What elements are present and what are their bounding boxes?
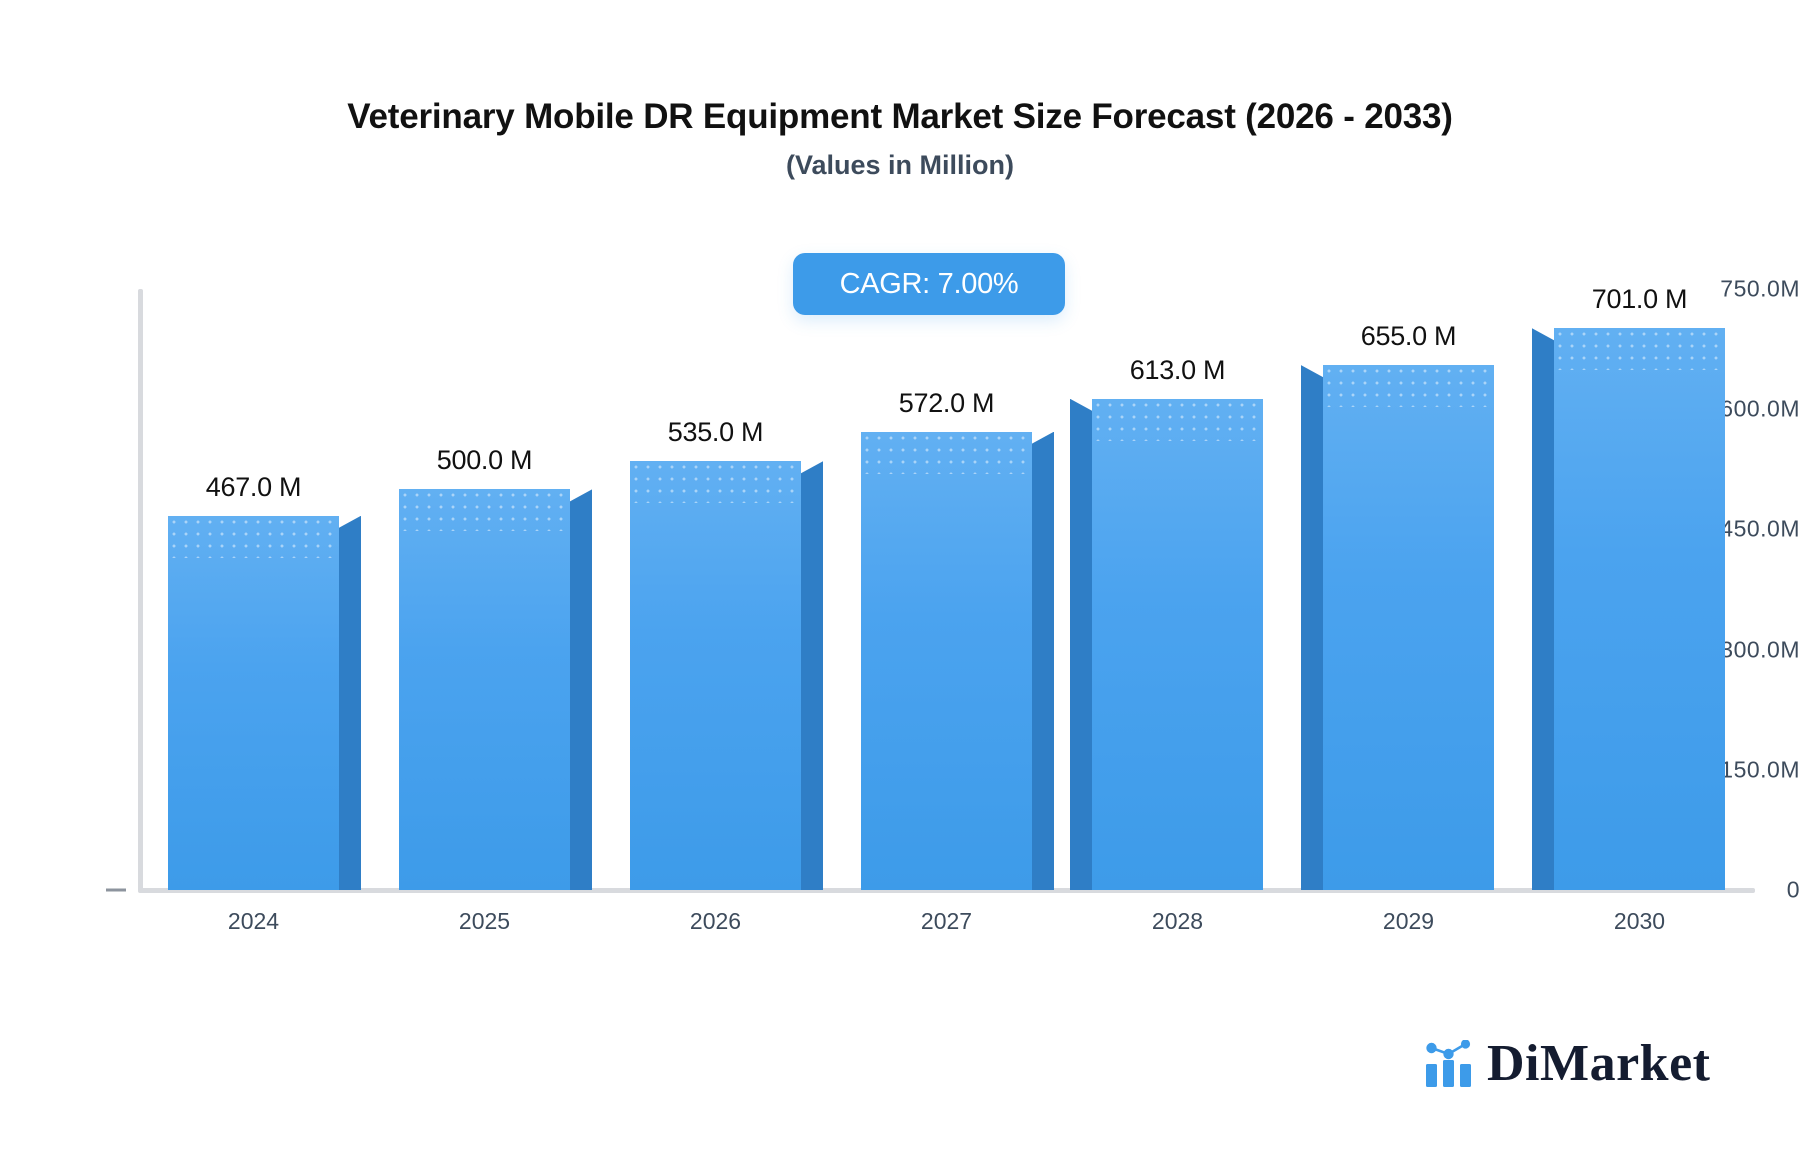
bar-chart-logo-icon (1426, 1040, 1471, 1087)
y-axis-tick-label: 0 (1786, 876, 1800, 903)
y-axis-line (138, 289, 143, 892)
bar-side-face (1032, 431, 1054, 890)
bar-front-face (861, 431, 1032, 890)
x-axis-tick-label: 2027 (920, 908, 973, 934)
bar-value-label: 572.0 M (898, 387, 995, 418)
cagr-badge: CAGR: 7.00% (793, 253, 1065, 315)
y-axis-zero-tick-mark (106, 888, 126, 892)
bar-value-label: 535.0 M (667, 417, 764, 448)
y-axis-tick-label: 150.0M (1720, 756, 1800, 783)
bar-side-face (1070, 398, 1092, 890)
bar-2029[interactable]: 655.0 M (1301, 321, 1494, 890)
x-axis-line (138, 888, 1755, 893)
bar-front-face (1554, 328, 1725, 890)
cagr-badge-label: CAGR: 7.00% (839, 267, 1019, 300)
bar-front-face (168, 515, 339, 890)
bar-front-face (399, 489, 570, 890)
bar-value-label: 613.0 M (1129, 354, 1226, 385)
bar-side-face (1532, 328, 1554, 890)
bar-value-label: 467.0 M (205, 471, 302, 502)
bar-2028[interactable]: 613.0 M (1070, 355, 1263, 890)
bar-side-face (339, 515, 361, 890)
chart-subtitle: (Values in Million) (785, 150, 1015, 180)
bar-front-face (1323, 365, 1494, 890)
chart-title: Veterinary Mobile DR Equipment Market Si… (347, 97, 1453, 136)
bar-side-face (1301, 365, 1323, 890)
y-axis-tick-label: 750.0M (1720, 275, 1800, 302)
bar-value-label: 701.0 M (1591, 284, 1688, 315)
dimarket-logo-text: DiMarket (1487, 1035, 1711, 1092)
y-axis-tick-label: 300.0M (1720, 636, 1800, 663)
dimarket-logo: DiMarket (1425, 1038, 1710, 1090)
bar-value-label: 500.0 M (436, 445, 533, 476)
bar-front-face (630, 461, 801, 890)
bar-side-face (570, 489, 592, 890)
x-axis-tick-label: 2026 (689, 908, 742, 934)
x-axis-tick-label: 2029 (1382, 908, 1435, 934)
y-axis-tick-label: 600.0M (1720, 395, 1800, 422)
bar-value-label: 655.0 M (1360, 321, 1457, 352)
bar-side-face (801, 461, 823, 890)
x-axis-tick-label: 2028 (1151, 908, 1204, 934)
x-axis-tick-label: 2024 (227, 908, 280, 934)
bar-2030[interactable]: 701.0 M (1532, 284, 1725, 890)
bar-2026[interactable]: 535.0 M (630, 417, 823, 890)
bar-2027[interactable]: 572.0 M (861, 388, 1054, 890)
x-axis-tick-label: 2030 (1613, 908, 1666, 934)
y-axis-tick-label: 450.0M (1720, 515, 1800, 542)
x-axis-tick-label: 2025 (458, 908, 511, 934)
bar-front-face (1092, 398, 1263, 890)
bar-2025[interactable]: 500.0 M (399, 445, 592, 890)
bar-2024[interactable]: 467.0 M (168, 472, 361, 890)
